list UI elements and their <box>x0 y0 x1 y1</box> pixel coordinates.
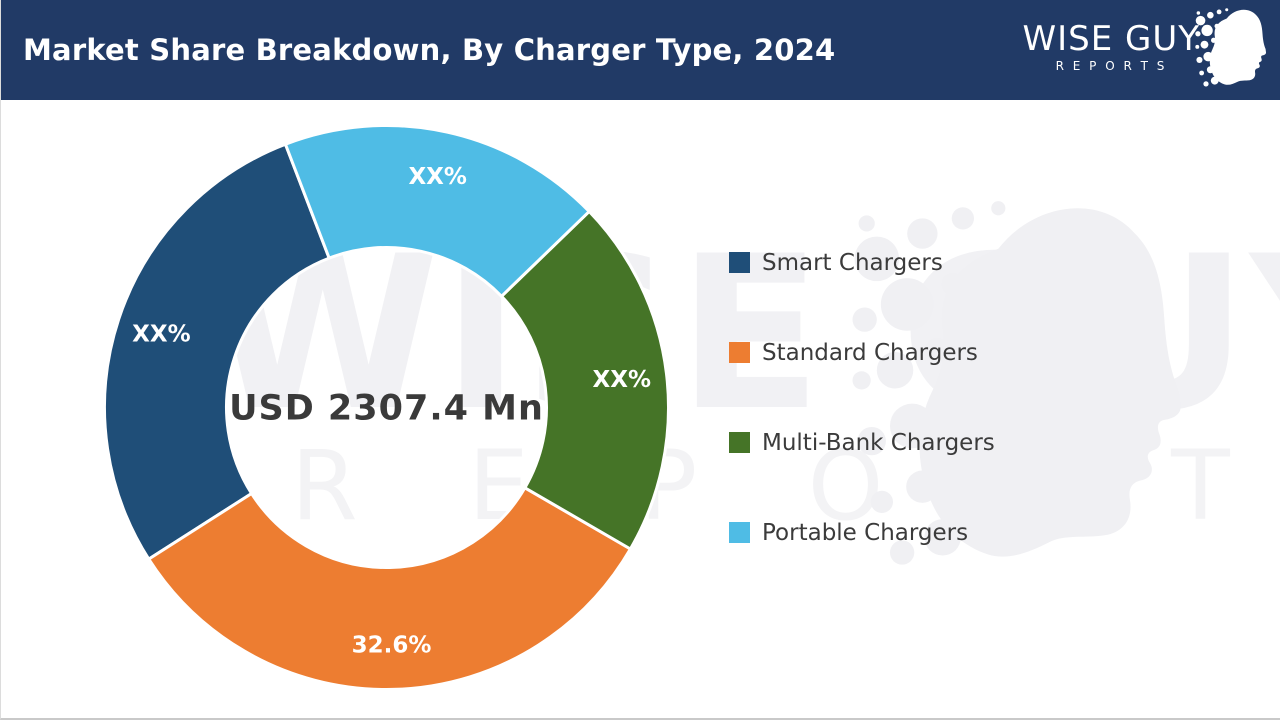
pie-slice-smart-chargers <box>103 142 331 561</box>
legend-swatch <box>729 252 750 273</box>
slice-percent-label: XX% <box>408 164 467 190</box>
legend-label: Multi-Bank Chargers <box>762 429 995 456</box>
brand-name: WISE GUY <box>1022 19 1200 59</box>
legend-item-standard-chargers: Standard Chargers <box>729 339 995 366</box>
chart-area: WISE GUY R E P O R T S XX%32.6%XX%XX%USD… <box>1 100 1280 718</box>
chart-legend: Smart Chargers Standard Chargers Multi-Ban… <box>729 249 995 609</box>
legend-item-smart-chargers: Smart Chargers <box>729 249 995 276</box>
pie-slice-multi-bank-chargers <box>500 209 670 551</box>
legend-item-portable-chargers: Portable Chargers <box>729 519 995 546</box>
legend-label: Smart Chargers <box>762 249 943 276</box>
brand-logo: WISE GUY R E P O R T S <box>1018 0 1268 100</box>
legend-item-multi-bank-chargers: Multi-Bank Chargers <box>729 429 995 456</box>
brand-logo-text: WISE GUY R E P O R T S <box>1022 21 1200 74</box>
header-bar: Market Share Breakdown, By Charger Type,… <box>1 0 1280 100</box>
page-title: Market Share Breakdown, By Charger Type,… <box>23 33 836 67</box>
legend-swatch <box>729 522 750 543</box>
slice-percent-label: 32.6% <box>352 632 432 658</box>
slice-percent-label: XX% <box>593 367 652 393</box>
brand-face-icon <box>1195 8 1266 87</box>
slice-percent-label: XX% <box>132 321 191 347</box>
donut-center-value: USD 2307.4 Mn <box>229 389 544 429</box>
legend-label: Portable Chargers <box>762 519 969 546</box>
pie-slice-standard-chargers <box>147 486 632 691</box>
legend-label: Standard Chargers <box>762 339 978 366</box>
brand-subname: R E P O R T S <box>1055 59 1167 73</box>
legend-swatch <box>729 432 750 453</box>
legend-swatch <box>729 342 750 363</box>
donut-chart: XX% 32.6% XX% XX% USD 2307.4 Mn <box>103 124 670 691</box>
pie-slice-portable-chargers <box>283 124 591 298</box>
